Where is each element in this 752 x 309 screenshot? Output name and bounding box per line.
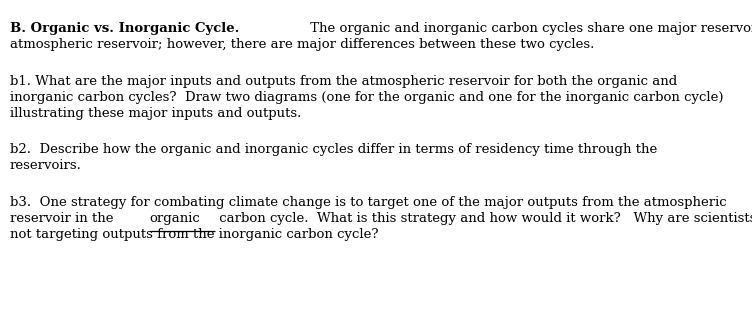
Text: atmospheric reservoir; however, there are major differences between these two cy: atmospheric reservoir; however, there ar… bbox=[10, 38, 594, 51]
Text: organic: organic bbox=[149, 212, 200, 225]
Text: B. Organic vs. Inorganic Cycle.: B. Organic vs. Inorganic Cycle. bbox=[10, 22, 239, 35]
Text: b1. What are the major inputs and outputs from the atmospheric reservoir for bot: b1. What are the major inputs and output… bbox=[10, 75, 678, 88]
Text: inorganic carbon cycles?  Draw two diagrams (one for the organic and one for the: inorganic carbon cycles? Draw two diagra… bbox=[10, 91, 723, 104]
Text: b2.  Describe how the organic and inorganic cycles differ in terms of residency : b2. Describe how the organic and inorgan… bbox=[10, 143, 657, 156]
Text: b3.  One strategy for combating climate change is to target one of the major out: b3. One strategy for combating climate c… bbox=[10, 196, 726, 209]
Text: The organic and inorganic carbon cycles share one major reservoir, the: The organic and inorganic carbon cycles … bbox=[306, 22, 752, 35]
Text: carbon cycle.  What is this strategy and how would it work?   Why are scientists: carbon cycle. What is this strategy and … bbox=[214, 212, 752, 225]
Text: illustrating these major inputs and outputs.: illustrating these major inputs and outp… bbox=[10, 107, 302, 120]
Text: reservoirs.: reservoirs. bbox=[10, 159, 82, 172]
Text: reservoir in the: reservoir in the bbox=[10, 212, 118, 225]
Text: not targeting outputs from the inorganic carbon cycle?: not targeting outputs from the inorganic… bbox=[10, 228, 378, 241]
